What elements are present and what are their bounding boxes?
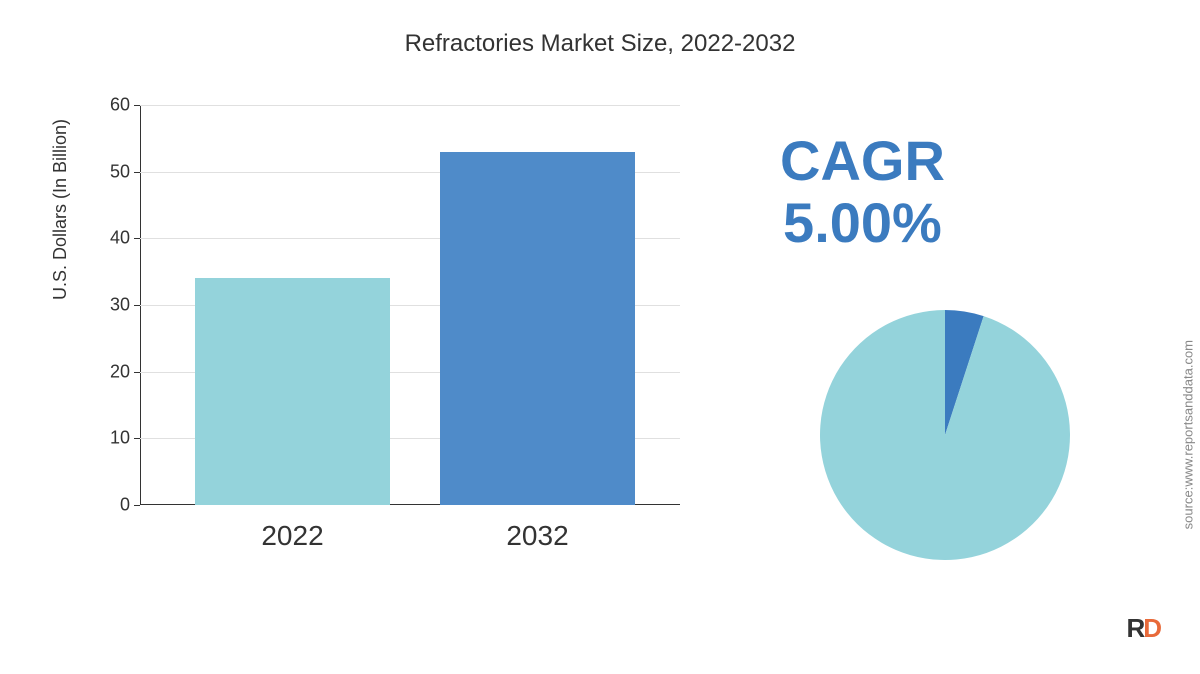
cagr-label: CAGR bbox=[780, 130, 945, 192]
x-tick-label: 2032 bbox=[506, 520, 568, 552]
bar-2032 bbox=[440, 152, 635, 505]
logo-letter-d: D bbox=[1143, 613, 1160, 643]
pie-chart bbox=[820, 310, 1070, 560]
grid-line bbox=[140, 105, 680, 106]
y-tick-mark bbox=[134, 372, 140, 373]
y-tick-mark bbox=[134, 172, 140, 173]
chart-title: Refractories Market Size, 2022-2032 bbox=[0, 30, 1200, 58]
logo-letter-r: R bbox=[1126, 613, 1143, 643]
cagr-value: 5.00% bbox=[780, 192, 945, 254]
y-tick-label: 60 bbox=[100, 95, 130, 116]
pie-slice bbox=[820, 310, 1070, 560]
x-tick-label: 2022 bbox=[261, 520, 323, 552]
y-tick-label: 10 bbox=[100, 428, 130, 449]
y-tick-mark bbox=[134, 238, 140, 239]
brand-logo: RD bbox=[1126, 613, 1160, 644]
y-tick-mark bbox=[134, 305, 140, 306]
cagr-callout: CAGR 5.00% bbox=[780, 130, 945, 253]
y-tick-label: 30 bbox=[100, 295, 130, 316]
y-tick-mark bbox=[134, 438, 140, 439]
bar-chart-plot bbox=[140, 105, 680, 505]
y-axis-label: U.S. Dollars (In Billion) bbox=[50, 119, 71, 300]
y-tick-label: 40 bbox=[100, 228, 130, 249]
y-tick-mark bbox=[134, 105, 140, 106]
y-tick-label: 0 bbox=[100, 495, 130, 516]
y-tick-label: 50 bbox=[100, 161, 130, 182]
bar-2022 bbox=[195, 278, 390, 505]
y-tick-mark bbox=[134, 505, 140, 506]
source-attribution: source:www.reportsanddata.com bbox=[1180, 340, 1195, 529]
y-tick-label: 20 bbox=[100, 361, 130, 382]
